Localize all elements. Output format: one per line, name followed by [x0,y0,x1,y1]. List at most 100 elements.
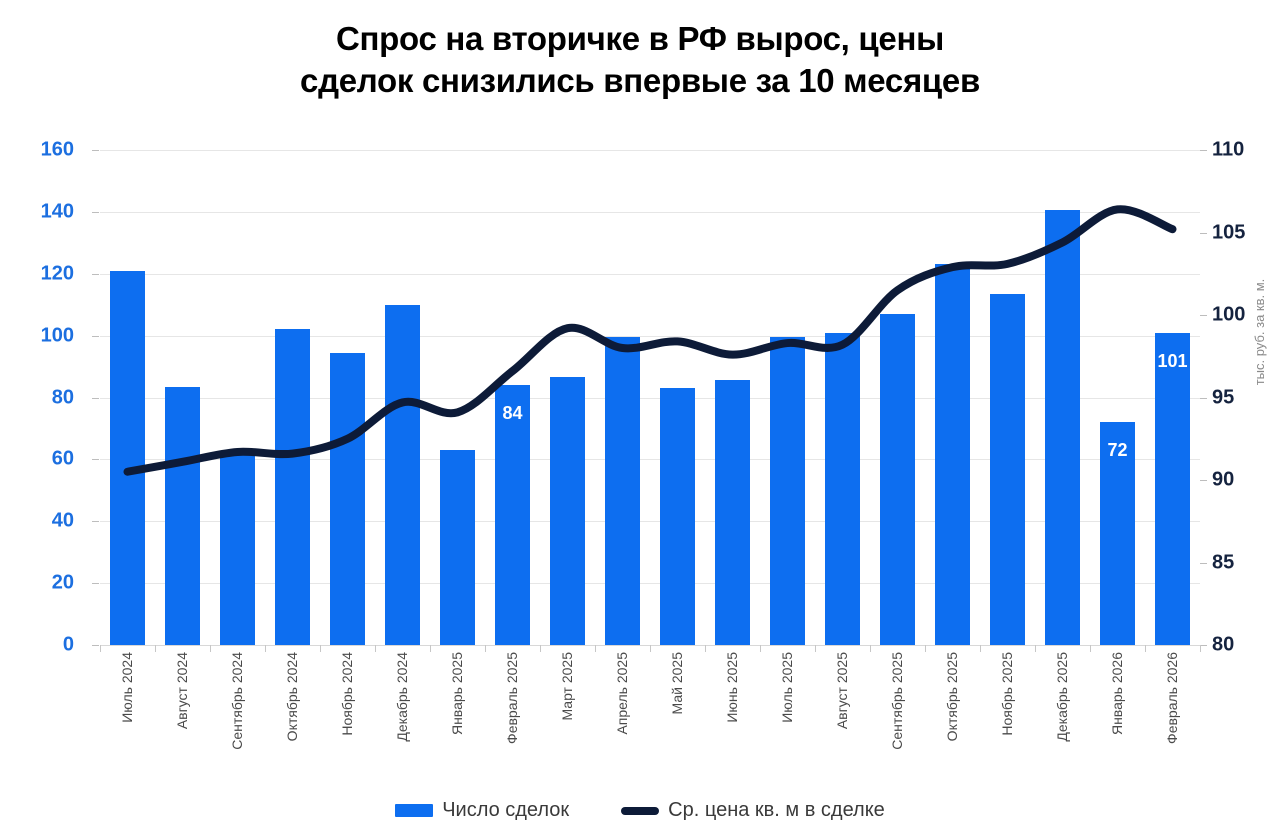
x-axis-ticklabel: Октябрь 2025 [943,652,960,742]
x-axis-tickmark [485,645,486,652]
bar[interactable] [1100,422,1135,645]
x-axis-ticklabel: Февраль 2026 [1163,652,1180,744]
y-axis-left-tickmark [92,273,99,275]
x-axis-ticklabel: Декабрь 2025 [1053,652,1070,742]
x-axis-ticklabel: Июль 2025 [778,652,795,723]
x-axis-tickmark [100,645,101,652]
x-axis-tickmark [980,645,981,652]
x-axis-ticklabel: Сентябрь 2025 [888,652,905,750]
y-axis-right-tickmark [1200,562,1207,564]
x-axis-tickmark [925,645,926,652]
x-axis-tickmark [1090,645,1091,652]
bar-swatch-icon [395,804,434,817]
x-axis-tickmark [760,645,761,652]
y-axis-right-title: тыс. руб. за кв. м. [1252,278,1267,386]
y-axis-right-tickmark [1200,480,1207,481]
bar[interactable] [825,332,860,645]
y-axis-right-ticklabel: 90 [1212,468,1235,491]
x-axis-ticklabel: Январь 2025 [448,652,465,736]
legend-item-line[interactable]: Ср. цена кв. м в сделке [621,799,885,822]
bar[interactable] [550,377,585,645]
y-axis-right-ticklabel: 100 [1212,303,1246,326]
bar[interactable] [605,337,640,645]
x-axis-ticklabel: Май 2025 [668,652,685,715]
bar[interactable] [495,385,530,645]
x-axis-ticklabel: Январь 2026 [1108,652,1125,736]
line-swatch-icon [621,806,660,815]
y-axis-right-tickmark [1200,150,1207,151]
y-axis-left-ticklabel: 60 [51,447,74,470]
y-axis-left-ticklabel: 120 [40,262,74,285]
gridline [100,459,1200,461]
x-axis-ticklabel: Ноябрь 2024 [338,652,355,736]
y-axis-left-tickmark [92,521,99,523]
bar[interactable] [990,293,1025,645]
y-axis-left-ticklabel: 100 [40,324,74,347]
y-axis-right-tickmark [1200,232,1207,234]
axis-ticks-group [92,150,1207,646]
bar-value-label: 101 [1157,350,1188,371]
plot-area: 84 72 101 [92,150,1207,646]
x-axis-tickmark [1200,645,1201,652]
x-axis-tickmark [210,645,211,652]
x-axis-ticklabel: Февраль 2025 [503,652,520,744]
y-axis-right-ticklabel: 105 [1212,221,1246,243]
y-axis-left-ticklabel: 0 [62,633,74,656]
x-axis-tickmark [430,645,431,652]
bar-value-label: 84 [502,403,523,424]
legend-label-bars: Число сделок [442,799,570,821]
x-axis-tickmark [320,645,321,652]
y-axis-left-ticklabel: 20 [51,571,74,594]
chart-title: Спрос на вторичке в РФ вырос, цены сдело… [300,20,980,100]
bar[interactable] [1045,210,1080,645]
x-axis-ticklabel: Сентябрь 2024 [228,652,245,750]
bar-value-label: 72 [1107,440,1128,461]
bar[interactable] [440,450,475,645]
x-axis-ticklabels: Июль 2024 Август 2024 Сентябрь 2024 Октябрь… [100,645,1201,792]
x-axis-tickmark [705,645,706,652]
y-axis-right-tickmark [1200,315,1207,316]
gridline [100,211,1200,213]
x-axis-ticklabel: Август 2025 [833,652,850,730]
bar-value-labels-group: 84 72 101 [100,150,1200,645]
x-axis-tickmark [870,645,871,652]
x-axis-tickmark [650,645,651,652]
bar[interactable] [275,329,310,645]
bar[interactable] [880,313,915,645]
x-axis-tickmark [375,645,376,652]
line-series-svg [123,205,1177,476]
legend-item-bars[interactable]: Число сделок [395,799,569,822]
price-line[interactable] [123,205,1177,476]
bar[interactable] [110,270,145,645]
bar[interactable] [715,380,750,645]
x-axis-tickmark [595,645,596,652]
y-axis-left-tickmark [92,459,99,461]
chart-legend: Число сделок Ср. цена кв. м в сделке [0,799,1280,822]
y-axis-right-tickmark [1200,397,1207,399]
x-axis-tickmark [1035,645,1036,652]
line-series-group [100,150,1200,645]
x-axis-tickmark [265,645,266,652]
y-axis-left-tickmark [92,150,99,151]
y-axis-left-tickmark [92,335,99,337]
y-axis-right-ticklabel: 110 [1212,138,1245,161]
bar[interactable] [165,386,200,645]
gridline [100,150,1200,151]
x-axis-ticklabel: Июнь 2025 [723,652,740,723]
bar[interactable] [330,352,365,645]
bar[interactable] [220,453,255,645]
y-axis-left-tickmark [92,583,99,585]
y-axis-right-ticklabel: 95 [1212,386,1235,408]
gridline [100,273,1200,275]
bar[interactable] [770,337,805,645]
x-axis-tickmark [540,645,541,652]
bar[interactable] [385,304,420,645]
bar[interactable] [660,388,695,645]
bar[interactable] [1155,332,1190,645]
y-axis-left-ticklabel: 80 [51,386,74,408]
gridline [100,335,1200,337]
bar[interactable] [935,264,970,645]
x-axis-ticklabel: Ноябрь 2025 [998,652,1015,736]
y-axis-left-tickmark [92,645,99,646]
